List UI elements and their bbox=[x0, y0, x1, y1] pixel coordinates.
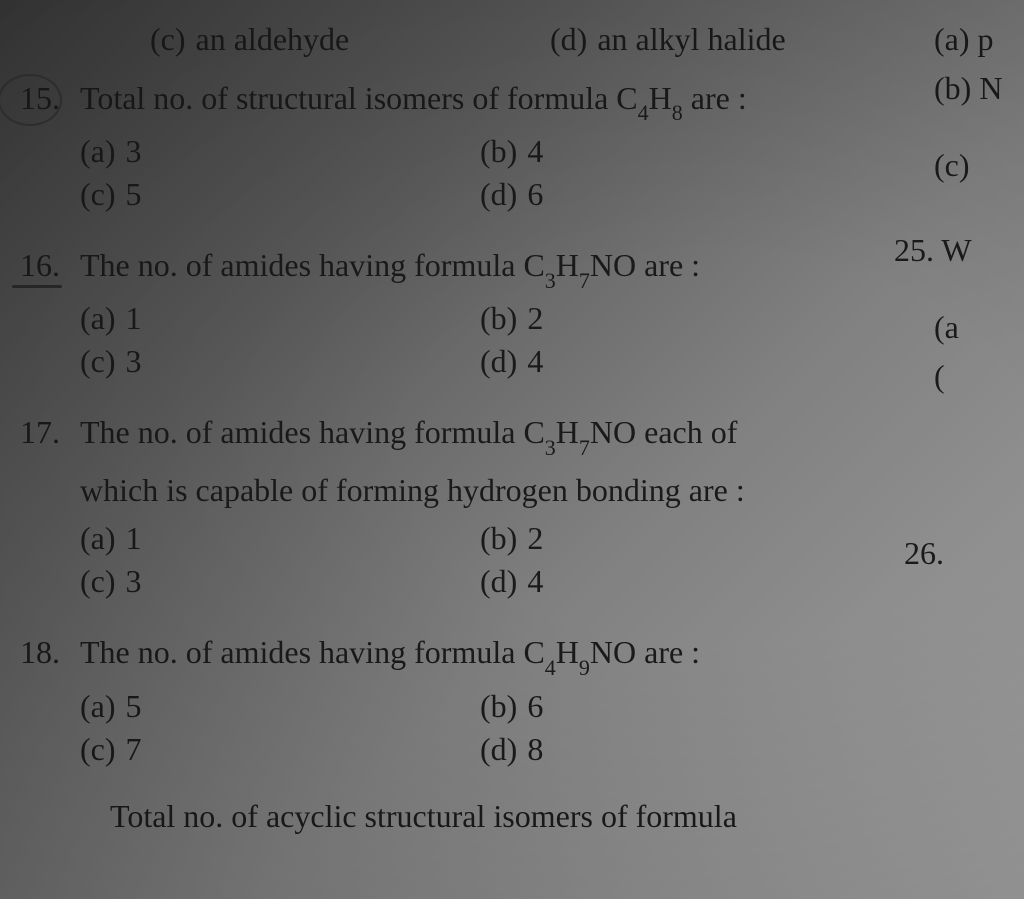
option-label: (a) bbox=[80, 520, 116, 557]
option-label: (d) bbox=[480, 176, 517, 213]
question-18: 18. The no. of amides having formula C4H… bbox=[80, 630, 1004, 767]
option-text: 4 bbox=[527, 563, 543, 600]
question-17: 17. The no. of amides having formula C3H… bbox=[80, 410, 1004, 600]
option-d: (d) 8 bbox=[480, 731, 1004, 768]
option-a: (a) 5 bbox=[80, 688, 480, 725]
option-label: (d) bbox=[480, 343, 517, 380]
option-label: (a) bbox=[80, 133, 116, 170]
option-c: (c) 7 bbox=[80, 731, 480, 768]
partial-question-bottom: Total no. of acyclic structural isomers … bbox=[110, 798, 1004, 835]
option-text: 5 bbox=[126, 688, 142, 725]
option-label: (c) bbox=[80, 563, 116, 600]
option-label: (d) bbox=[550, 21, 587, 58]
option-d: (d) 6 bbox=[480, 176, 1004, 213]
option-d: (d) 4 bbox=[480, 343, 1004, 380]
option-text: 3 bbox=[126, 343, 142, 380]
option-label: (c) bbox=[80, 176, 116, 213]
question-text: The no. of amides having formula C4H9NO … bbox=[80, 630, 1004, 679]
right-item: 25. W bbox=[894, 232, 1014, 269]
question-number: 15. bbox=[10, 80, 80, 117]
right-item: ( bbox=[934, 358, 1014, 395]
underline-annotation bbox=[12, 285, 62, 288]
option-text: 4 bbox=[527, 133, 543, 170]
option-text: 8 bbox=[527, 731, 543, 768]
option-label: (b) bbox=[480, 520, 517, 557]
option-text: an alkyl halide bbox=[597, 21, 785, 58]
option-label: (b) bbox=[480, 300, 517, 337]
option-b: (b) 4 bbox=[480, 133, 1004, 170]
option-text: 6 bbox=[527, 176, 543, 213]
option-text: 1 bbox=[126, 300, 142, 337]
option-c: (c) 3 bbox=[80, 563, 480, 600]
right-item: (a bbox=[934, 309, 1014, 346]
question-number: 17. bbox=[10, 414, 80, 451]
right-item: (a) p bbox=[934, 21, 1014, 58]
question-16: 16. The no. of amides having formula C3H… bbox=[80, 243, 1004, 380]
right-item: (c) bbox=[934, 147, 1014, 184]
option-label: (b) bbox=[480, 133, 517, 170]
option-text: an aldehyde bbox=[196, 21, 350, 58]
option-a: (a) 1 bbox=[80, 300, 480, 337]
option-a: (a) 3 bbox=[80, 133, 480, 170]
option-text: 5 bbox=[126, 176, 142, 213]
question-text: The no. of amides having formula C3H7NO … bbox=[80, 243, 1004, 292]
option-text: 4 bbox=[527, 343, 543, 380]
option-a: (a) 1 bbox=[80, 520, 480, 557]
option-label: (c) bbox=[80, 731, 116, 768]
option-label: (b) bbox=[480, 688, 517, 725]
right-column-partial: (a) p (b) N (c) 25. W (a ( 26. bbox=[934, 21, 1014, 584]
question-number: 16. bbox=[10, 247, 80, 284]
option-text: 7 bbox=[126, 731, 142, 768]
option-text: 3 bbox=[126, 133, 142, 170]
option-label: (d) bbox=[480, 563, 517, 600]
question-text: The no. of amides having formula C3H7NO … bbox=[80, 410, 1004, 459]
option-text: 6 bbox=[527, 688, 543, 725]
option-c-prev: (c) an aldehyde bbox=[150, 21, 550, 58]
question-text: Total no. of structural isomers of formu… bbox=[80, 76, 1004, 125]
option-label: (a) bbox=[80, 300, 116, 337]
prev-question-options: (c) an aldehyde (d) an alkyl halide bbox=[150, 21, 1004, 58]
option-b: (b) 2 bbox=[480, 300, 1004, 337]
option-text: 2 bbox=[527, 300, 543, 337]
right-item: (b) N bbox=[934, 70, 1014, 107]
option-c: (c) 3 bbox=[80, 343, 480, 380]
option-c: (c) 5 bbox=[80, 176, 480, 213]
option-label: (d) bbox=[480, 731, 517, 768]
option-label: (a) bbox=[80, 688, 116, 725]
option-b: (b) 6 bbox=[480, 688, 1004, 725]
option-text: 1 bbox=[126, 520, 142, 557]
question-text-line2: which is capable of forming hydrogen bon… bbox=[80, 468, 1004, 513]
option-label: (c) bbox=[80, 343, 116, 380]
option-text: 2 bbox=[527, 520, 543, 557]
option-label: (c) bbox=[150, 21, 186, 58]
right-item: 26. bbox=[904, 535, 1014, 572]
question-15: 15. Total no. of structural isomers of f… bbox=[80, 76, 1004, 213]
question-number: 18. bbox=[10, 634, 80, 671]
option-text: 3 bbox=[126, 563, 142, 600]
